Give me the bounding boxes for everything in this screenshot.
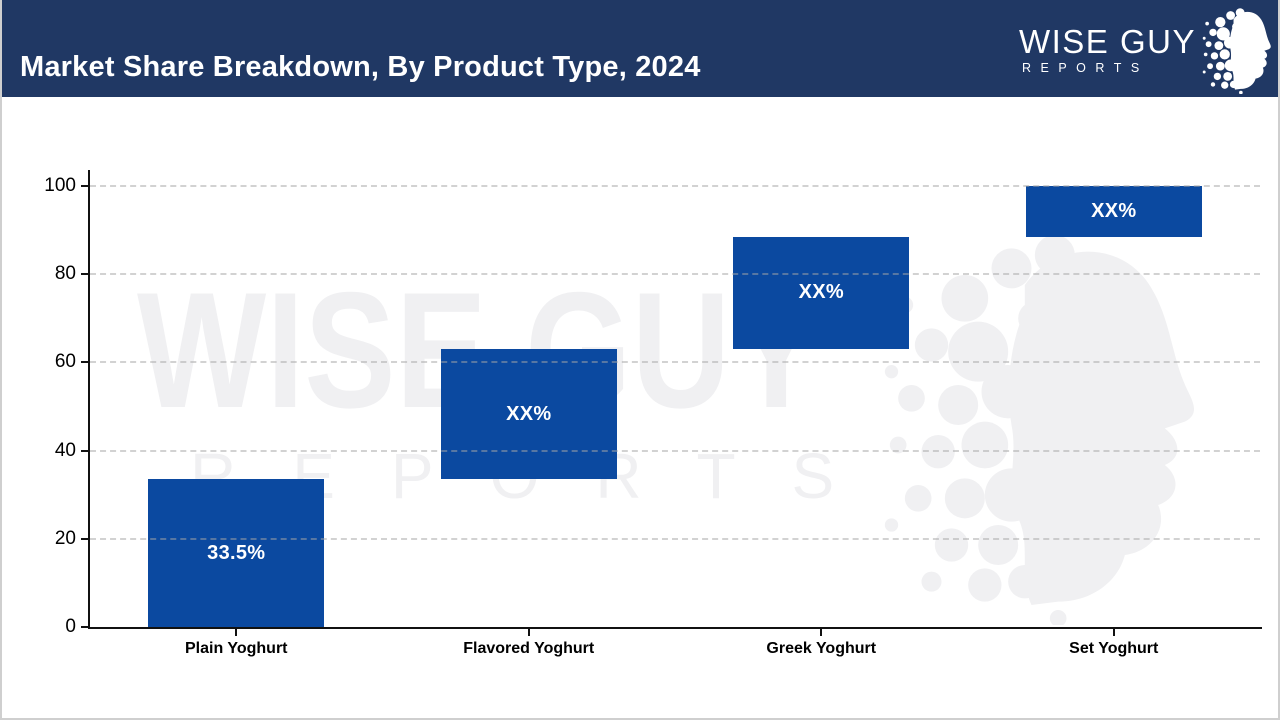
page-title: Market Share Breakdown, By Product Type,… <box>20 51 701 84</box>
x-axis-tick <box>820 629 823 636</box>
x-axis-line <box>88 627 1262 629</box>
y-axis-tick <box>81 537 88 540</box>
x-axis-category-label: Plain Yoghurt <box>184 640 288 657</box>
bar-flavored-yoghurt: XX% <box>440 349 617 480</box>
x-axis-tick <box>1112 629 1115 636</box>
y-axis-label: 0 <box>65 616 76 637</box>
y-axis-label: 80 <box>54 263 76 285</box>
gridline-100 <box>90 185 1260 187</box>
x-axis-category-label: Set Yoghurt <box>1069 640 1159 657</box>
gridline-40 <box>90 449 1260 452</box>
y-axis-tick <box>81 449 88 452</box>
brand-text: WISE GUY REPORTS <box>1019 25 1196 75</box>
gridline-80 <box>90 273 1260 276</box>
y-axis-label: 60 <box>54 351 76 373</box>
x-axis-category-label: Flavored Yoghurt <box>463 640 595 657</box>
y-axis-tick <box>81 361 88 364</box>
y-axis-label: 100 <box>44 175 76 196</box>
brand-logo: WISE GUY REPORTS <box>1019 4 1272 96</box>
bar-value-label: 33.5% <box>207 541 266 564</box>
header-bar: Market Share Breakdown, By Product Type,… <box>2 0 1278 97</box>
brand-name: WISE GUY <box>1018 23 1196 61</box>
bar-plain-yoghurt: 33.5% <box>148 479 325 627</box>
bar-set-yoghurt: XX% <box>1025 186 1202 237</box>
gridline-60 <box>90 361 1260 364</box>
y-axis-tick <box>81 273 88 276</box>
x-axis-tick <box>235 629 238 636</box>
y-axis-line <box>88 170 90 629</box>
y-axis-tick <box>81 185 88 187</box>
bar-value-label: XX% <box>506 402 552 425</box>
bar-value-label: XX% <box>798 281 844 304</box>
x-axis-tick <box>527 629 530 636</box>
gridline-20 <box>90 537 1260 540</box>
y-axis-tick <box>81 626 88 628</box>
y-axis-label: 20 <box>54 527 76 549</box>
wiseguy-head-icon <box>1198 6 1272 94</box>
y-axis-label: 40 <box>54 439 76 461</box>
bar-value-label: XX% <box>1091 199 1137 222</box>
brand-tagline: REPORTS <box>1021 60 1149 75</box>
bar-greek-yoghurt: XX% <box>733 236 910 350</box>
x-axis-category-label: Greek Yoghurt <box>766 640 877 657</box>
